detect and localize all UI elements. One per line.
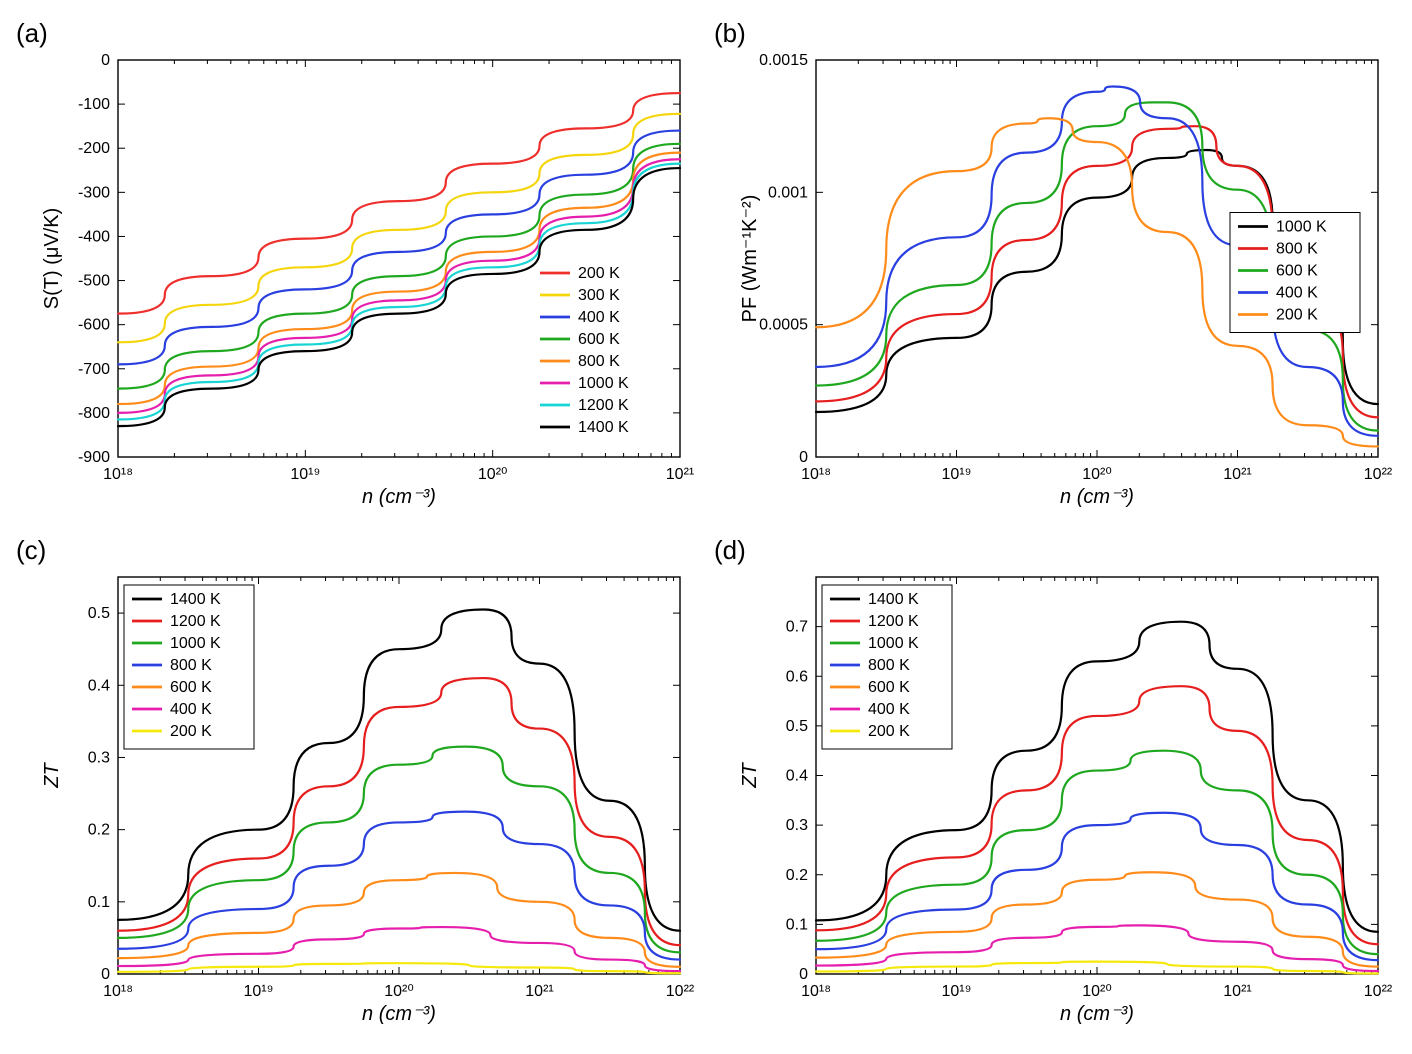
svg-text:PF (Wm⁻¹K⁻²): PF (Wm⁻¹K⁻²) [739,195,761,323]
svg-text:0.2: 0.2 [786,867,808,884]
svg-text:10¹⁹: 10¹⁹ [942,466,972,483]
svg-text:0.0005: 0.0005 [759,317,808,334]
svg-text:0.7: 0.7 [786,619,808,636]
svg-text:0.0015: 0.0015 [759,52,808,69]
svg-text:-700: -700 [78,361,110,378]
svg-text:400 K: 400 K [1276,285,1318,302]
svg-text:0.4: 0.4 [786,768,808,785]
svg-text:10²⁰: 10²⁰ [384,983,414,1000]
svg-text:0.3: 0.3 [88,749,110,766]
svg-text:0: 0 [101,966,110,983]
svg-text:-600: -600 [78,317,110,334]
svg-text:0.2: 0.2 [88,822,110,839]
svg-text:n (cm⁻³): n (cm⁻³) [1060,486,1134,508]
svg-text:0.5: 0.5 [88,605,110,622]
svg-text:600 K: 600 K [578,331,620,348]
svg-text:10²¹: 10²¹ [1223,466,1251,483]
svg-text:n (cm⁻³): n (cm⁻³) [1060,1003,1134,1025]
plot-d: 10¹⁸ 10¹⁹ 10²⁰ 10²¹ 10²² 0 0.1 0.2 0.3 0.4 0.5 0.6 0… [736,565,1392,1034]
panel-a: (a) 10¹⁸10¹⁹10²⁰10²¹-900-800-700-600-500… [20,20,694,517]
svg-text:ZT: ZT [41,762,63,789]
plot-b: 10¹⁸ 10¹⁹ 10²⁰ 10²¹ 10²² 0 0.0005 0.001 0.0015 n … [736,48,1392,517]
svg-text:10¹⁸: 10¹⁸ [103,466,133,483]
svg-text:10²⁰: 10²⁰ [478,466,508,483]
svg-text:600 K: 600 K [1276,263,1318,280]
svg-text:n (cm⁻³): n (cm⁻³) [362,486,436,508]
svg-text:10²¹: 10²¹ [666,466,694,483]
svg-text:200 K: 200 K [1276,307,1318,324]
svg-text:0.001: 0.001 [768,184,808,201]
svg-text:0.1: 0.1 [786,916,808,933]
svg-text:10¹⁸: 10¹⁸ [103,983,133,1000]
svg-text:-900: -900 [78,449,110,466]
svg-text:0.5: 0.5 [786,718,808,735]
svg-text:10²²: 10²² [1364,983,1392,1000]
svg-text:1400 K: 1400 K [170,591,221,608]
svg-text:10²¹: 10²¹ [525,983,553,1000]
svg-text:S(T) (μV/K): S(T) (μV/K) [41,208,63,310]
svg-text:800 K: 800 K [1276,241,1318,258]
svg-text:0: 0 [799,966,808,983]
plot-c: 10¹⁸ 10¹⁹ 10²⁰ 10²¹ 10²² 0 0.1 0.2 0.3 0.4 0.5 n (c… [38,565,694,1034]
svg-text:200 K: 200 K [868,723,910,740]
svg-text:10²⁰: 10²⁰ [1082,466,1112,483]
svg-text:10¹⁹: 10¹⁹ [290,466,320,483]
svg-text:300 K: 300 K [578,287,620,304]
svg-text:200 K: 200 K [578,265,620,282]
svg-text:400 K: 400 K [170,701,212,718]
svg-text:10²²: 10²² [1364,466,1392,483]
svg-text:1000 K: 1000 K [170,635,221,652]
svg-text:0: 0 [101,52,110,69]
svg-text:10²¹: 10²¹ [1223,983,1251,1000]
svg-text:600 K: 600 K [170,679,212,696]
svg-text:-800: -800 [78,405,110,422]
panel-b: (b) 10¹⁸10¹⁹10²⁰10²¹10²²00.00050.0010.00… [718,20,1392,517]
svg-text:10¹⁸: 10¹⁸ [801,983,831,1000]
svg-text:10¹⁹: 10¹⁹ [244,983,274,1000]
svg-text:1000 K: 1000 K [1276,219,1327,236]
svg-text:0: 0 [799,449,808,466]
svg-text:-300: -300 [78,184,110,201]
svg-text:800 K: 800 K [578,353,620,370]
svg-text:400 K: 400 K [578,309,620,326]
svg-text:1200 K: 1200 K [868,613,919,630]
svg-text:-400: -400 [78,228,110,245]
svg-text:1400 K: 1400 K [578,419,629,436]
panel-d: (d) 10¹⁸10¹⁹10²⁰10²¹10²²00.10.20.30.40.5… [718,537,1392,1034]
svg-text:800 K: 800 K [170,657,212,674]
svg-text:1000 K: 1000 K [868,635,919,652]
svg-text:ZT: ZT [739,762,761,789]
svg-text:10²²: 10²² [666,983,694,1000]
svg-text:1200 K: 1200 K [170,613,221,630]
svg-text:n (cm⁻³): n (cm⁻³) [362,1003,436,1025]
svg-text:800 K: 800 K [868,657,910,674]
svg-text:0.1: 0.1 [88,894,110,911]
svg-text:-100: -100 [78,96,110,113]
svg-text:1400 K: 1400 K [868,591,919,608]
svg-text:10²⁰: 10²⁰ [1082,983,1112,1000]
svg-text:400 K: 400 K [868,701,910,718]
svg-text:-500: -500 [78,273,110,290]
svg-text:0.6: 0.6 [786,668,808,685]
svg-text:-200: -200 [78,140,110,157]
svg-text:200 K: 200 K [170,723,212,740]
svg-text:10¹⁸: 10¹⁸ [801,466,831,483]
svg-text:1200 K: 1200 K [578,397,629,414]
svg-text:10¹⁹: 10¹⁹ [942,983,972,1000]
svg-text:0.4: 0.4 [88,677,110,694]
figure-grid: (a) 10¹⁸10¹⁹10²⁰10²¹-900-800-700-600-500… [20,20,1392,1034]
panel-c: (c) 10¹⁸10¹⁹10²⁰10²¹10²²00.10.20.30.40.5… [20,537,694,1034]
svg-text:1000 K: 1000 K [578,375,629,392]
svg-text:600 K: 600 K [868,679,910,696]
svg-text:0.3: 0.3 [786,817,808,834]
plot-a: 10¹⁸ 10¹⁹ 10²⁰ 10²¹ -900 -800 -700 -600 -500 -400… [38,48,694,517]
